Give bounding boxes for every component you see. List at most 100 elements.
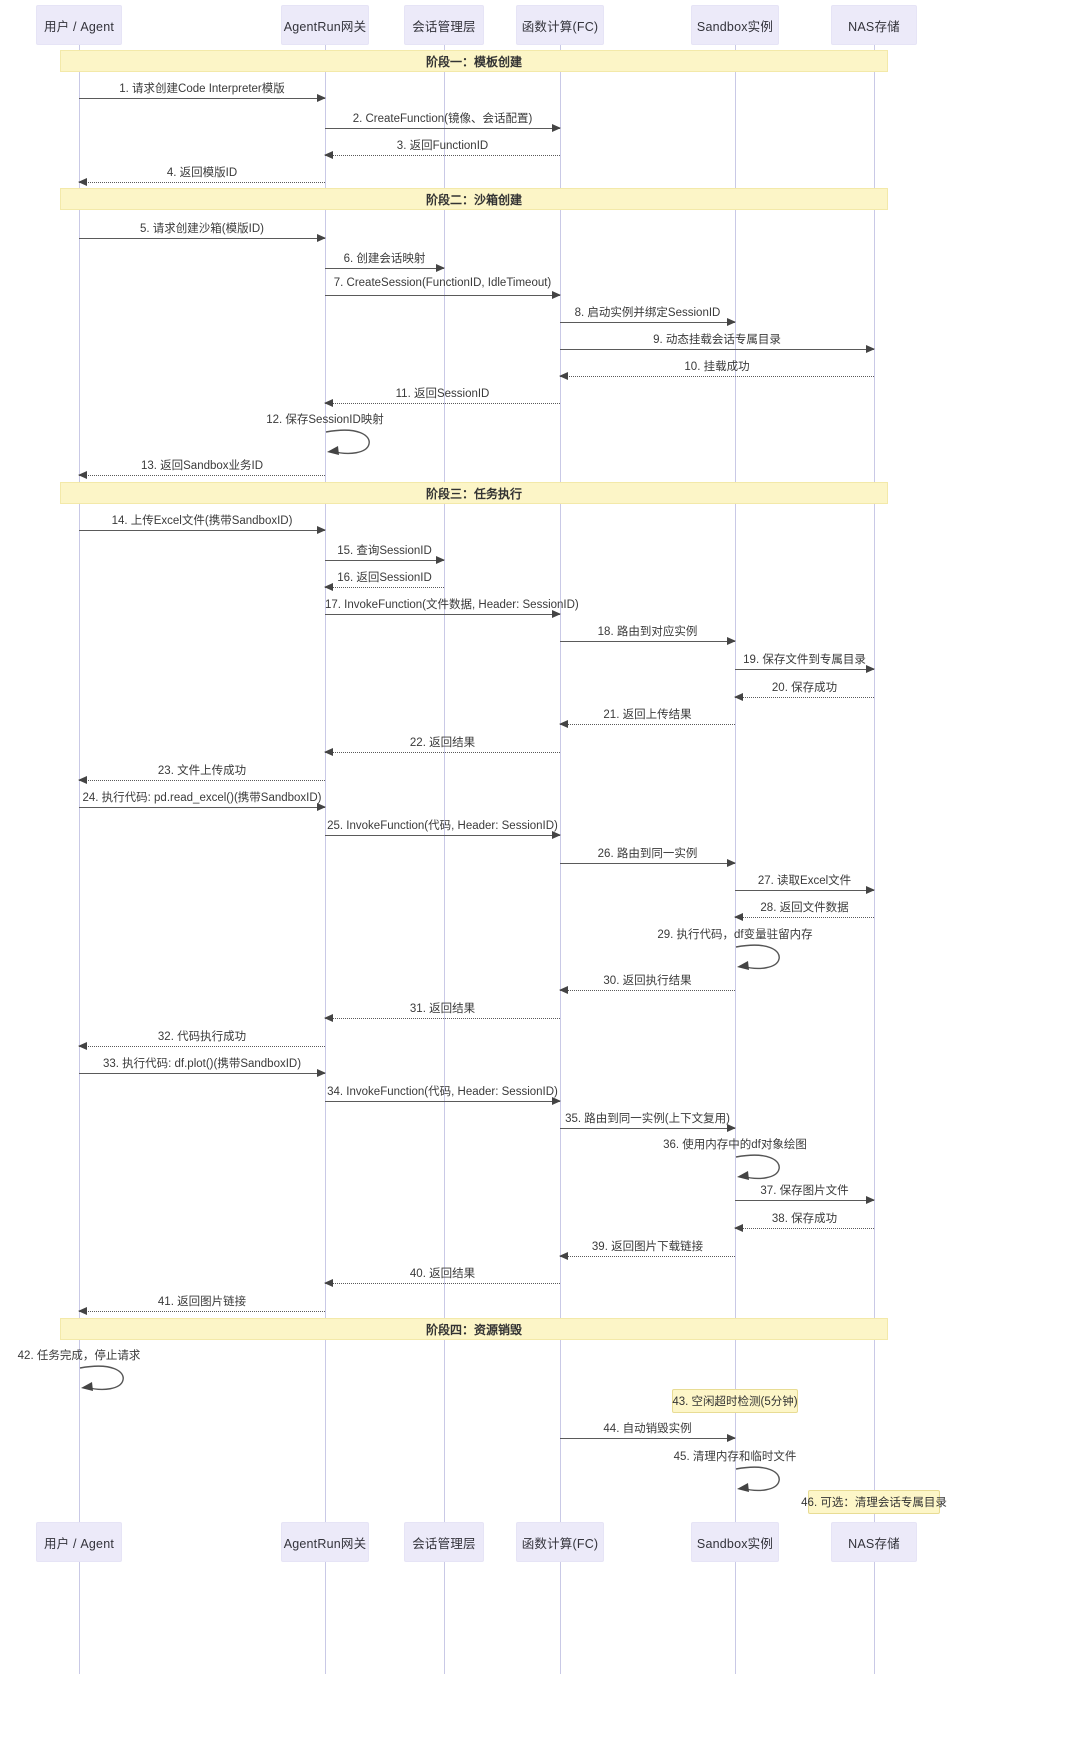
message-line	[735, 1228, 874, 1229]
message-label: 2. CreateFunction(镜像、会话配置)	[352, 113, 533, 125]
message-label: 40. 返回结果	[409, 1268, 476, 1280]
message-label: 19. 保存文件到专属目录	[743, 654, 866, 666]
actor-session-top: 会话管理层	[404, 5, 484, 45]
actor-label: 会话管理层	[412, 1536, 476, 1551]
arrowhead-icon	[78, 470, 87, 479]
message-label: 23. 文件上传成功	[157, 765, 247, 777]
self-loop-icon	[735, 1466, 780, 1492]
arrowhead-icon	[324, 747, 333, 756]
message-line	[79, 1073, 325, 1074]
arrowhead-icon	[734, 912, 743, 921]
message-label: 31. 返回结果	[409, 1003, 476, 1015]
arrowhead-icon	[317, 525, 326, 534]
arrowhead-icon	[324, 582, 333, 591]
message-line	[79, 780, 325, 781]
message-line	[560, 1128, 735, 1129]
message-label: 42. 任务完成，停止请求	[17, 1350, 141, 1362]
message-line	[79, 530, 325, 531]
message-label: 34. InvokeFunction(代码, Header: SessionID…	[327, 1086, 558, 1098]
actor-user-top: 用户 / Agent	[36, 5, 122, 45]
arrowhead-icon	[866, 885, 875, 894]
arrowhead-icon	[324, 398, 333, 407]
actor-label: Sandbox实例	[696, 19, 774, 34]
message-label: 1. 请求创建Code Interpreter模版	[119, 83, 285, 95]
message-line	[325, 268, 444, 269]
message-line	[325, 614, 560, 615]
message-line	[325, 403, 560, 404]
self-loop-icon	[325, 429, 370, 455]
note-label: 46. 可选：清理会话专属目录	[801, 1497, 947, 1509]
arrowhead-icon	[78, 1041, 87, 1050]
message-label: 12. 保存SessionID映射	[266, 414, 384, 426]
message-line	[325, 1283, 560, 1284]
message-label: 26. 路由到同一实例	[597, 848, 698, 860]
message-line	[560, 990, 735, 991]
arrowhead-icon	[727, 636, 736, 645]
message-label: 32. 代码执行成功	[157, 1031, 247, 1043]
actor-label: 用户 / Agent	[43, 1536, 115, 1551]
message-label: 38. 保存成功	[771, 1213, 838, 1225]
message-line	[325, 1101, 560, 1102]
arrowhead-icon	[559, 1251, 568, 1260]
message-label: 25. InvokeFunction(代码, Header: SessionID…	[327, 820, 558, 832]
arrowhead-icon	[727, 1433, 736, 1442]
message-label: 41. 返回图片链接	[157, 1296, 247, 1308]
message-line	[79, 807, 325, 808]
actor-session-bottom: 会话管理层	[404, 1522, 484, 1562]
phase-label: 阶段二：沙箱创建	[425, 192, 522, 207]
self-loop-icon	[79, 1365, 124, 1391]
message-line	[735, 697, 874, 698]
message-label: 11. 返回SessionID	[395, 388, 490, 400]
self-loop-icon	[735, 944, 780, 970]
message-line	[325, 560, 444, 561]
arrowhead-icon	[559, 719, 568, 728]
message-line	[79, 475, 325, 476]
actor-sandbox-bottom: Sandbox实例	[691, 1522, 779, 1562]
arrowhead-icon	[317, 1068, 326, 1077]
message-label: 6. 创建会话映射	[343, 253, 426, 265]
actor-nas-top: NAS存储	[831, 5, 917, 45]
actor-label: AgentRun网关	[283, 1536, 367, 1551]
arrowhead-icon	[552, 123, 561, 132]
message-line	[79, 238, 325, 239]
message-label: 20. 保存成功	[771, 682, 838, 694]
message-line	[735, 917, 874, 918]
phase-bar-phase2: 阶段二：沙箱创建	[60, 188, 888, 210]
message-line	[79, 182, 325, 183]
message-label: 39. 返回图片下载链接	[591, 1241, 704, 1253]
arrowhead-icon	[78, 775, 87, 784]
message-line	[325, 128, 560, 129]
actor-label: 会话管理层	[412, 19, 476, 34]
message-label: 3. 返回FunctionID	[396, 140, 489, 152]
actor-label: 用户 / Agent	[43, 19, 115, 34]
message-label: 10. 挂载成功	[684, 361, 750, 373]
message-label: 8. 启动实例并绑定SessionID	[574, 307, 721, 319]
message-label: 22. 返回结果	[409, 737, 476, 749]
arrowhead-icon	[552, 1096, 561, 1105]
arrowhead-icon	[324, 1278, 333, 1287]
arrowhead-icon	[559, 371, 568, 380]
phase-bar-phase3: 阶段三：任务执行	[60, 482, 888, 504]
message-label: 33. 执行代码: df.plot()(携带SandboxID)	[102, 1058, 302, 1070]
message-line	[325, 835, 560, 836]
message-line	[735, 890, 874, 891]
arrowhead-icon	[552, 290, 561, 299]
arrowhead-icon	[317, 802, 326, 811]
message-label: 21. 返回上传结果	[603, 709, 692, 721]
phase-bar-phase4: 阶段四：资源销毁	[60, 1318, 888, 1340]
message-line	[560, 863, 735, 864]
message-label: 37. 保存图片文件	[760, 1185, 849, 1197]
phase-label: 阶段四：资源销毁	[425, 1322, 522, 1337]
arrowhead-icon	[866, 344, 875, 353]
actor-gateway-top: AgentRun网关	[281, 5, 369, 45]
message-label: 16. 返回SessionID	[337, 572, 432, 584]
actor-gateway-bottom: AgentRun网关	[281, 1522, 369, 1562]
message-line	[560, 1256, 735, 1257]
lifeline-gateway	[325, 45, 326, 1674]
message-label: 14. 上传Excel文件(携带SandboxID)	[111, 515, 293, 527]
message-line	[325, 155, 560, 156]
arrowhead-icon	[78, 1306, 87, 1315]
arrowhead-icon	[324, 1013, 333, 1022]
message-line	[79, 98, 325, 99]
message-label: 4. 返回模版ID	[166, 167, 238, 179]
